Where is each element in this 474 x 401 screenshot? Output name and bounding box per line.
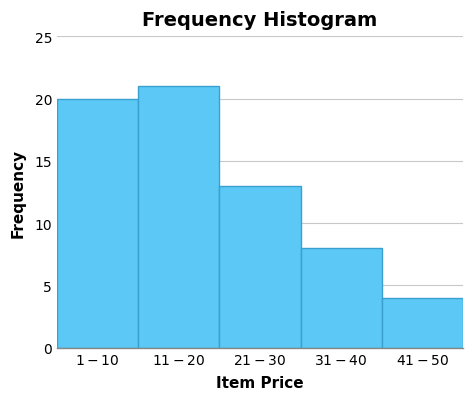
X-axis label: Item Price: Item Price [216,375,304,390]
Bar [382,298,463,348]
Bar [219,186,301,348]
Y-axis label: Frequency: Frequency [11,148,26,237]
Bar [301,248,382,348]
Bar [57,99,138,348]
Title: Frequency Histogram: Frequency Histogram [142,11,377,30]
Bar [138,87,219,348]
